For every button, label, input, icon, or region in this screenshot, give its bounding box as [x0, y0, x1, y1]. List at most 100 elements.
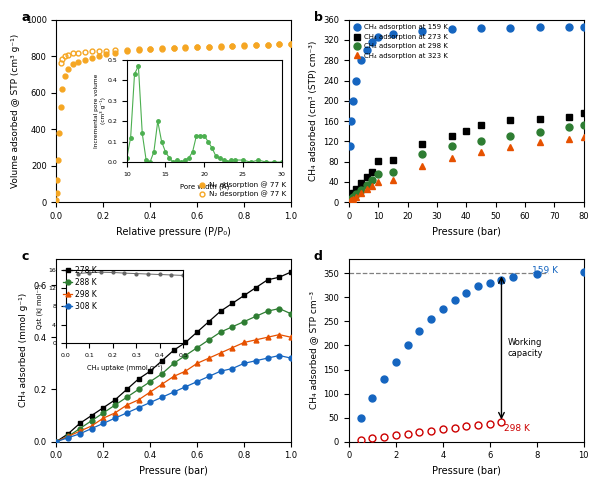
Legend: N₂ adsorption @ 77 K, N₂ desorption @ 77 K: N₂ adsorption @ 77 K, N₂ desorption @ 77… [197, 180, 287, 199]
298 K [65, 433, 72, 439]
278 K [241, 293, 248, 299]
308 K [241, 360, 248, 366]
298 K [194, 360, 201, 366]
N₂ adsorption @ 77 K [252, 42, 259, 48]
Text: Working
capacity: Working capacity [508, 338, 543, 357]
N₂ adsorption @ 77 K [170, 45, 177, 51]
CH₄ adsorption at 273 K [389, 157, 397, 163]
278 K [146, 368, 154, 374]
CH₄ adsorption at 159 K [536, 24, 543, 30]
298 K [182, 368, 189, 374]
278 K [88, 412, 95, 418]
308 K [182, 384, 189, 390]
CH₄ adsorption at 298 K [350, 194, 357, 200]
288 K [229, 324, 236, 330]
288 K [287, 311, 295, 317]
CH₄ adsorption at 159 K [478, 25, 485, 31]
288 K [53, 439, 60, 445]
CH₄ adsorption at 298 K [419, 151, 426, 157]
288 K [217, 329, 224, 335]
X-axis label: Pressure (bar): Pressure (bar) [432, 226, 501, 237]
CH₄ adsorption at 273 K [363, 174, 370, 180]
N₂ adsorption @ 77 K [65, 66, 72, 72]
N₂ desorption @ 77 K [74, 50, 81, 56]
N₂ adsorption @ 77 K [61, 74, 68, 79]
CH₄ adsorption at 273 K [357, 180, 364, 186]
N₂ adsorption @ 77 K [275, 41, 283, 47]
CH₄ adsorption at 159 K [369, 39, 376, 45]
298 K [53, 439, 60, 445]
Text: a: a [21, 11, 29, 23]
288 K [88, 418, 95, 424]
CH₄ adsorption at 323 K [348, 197, 355, 203]
N₂ desorption @ 77 K [205, 44, 212, 50]
CH₄ adsorption at 323 K [448, 155, 455, 161]
CH₄ adsorption at 323 K [353, 194, 360, 200]
278 K [194, 329, 201, 335]
CH₄ adsorption at 298 K [353, 191, 360, 197]
298 K [252, 337, 259, 343]
CH₄ adsorption at 323 K [389, 178, 397, 184]
CH₄ adsorption at 323 K [374, 179, 382, 185]
CH₄ adsorption at 323 K [506, 145, 514, 150]
CH₄ adsorption at 159 K [350, 98, 357, 104]
308 K [158, 394, 166, 400]
CH₄ adsorption at 323 K [478, 149, 485, 154]
CH₄ adsorption at 323 K [363, 186, 370, 192]
Y-axis label: CH₄ adsorbed (mmol g⁻¹): CH₄ adsorbed (mmol g⁻¹) [19, 293, 28, 408]
CH₄ adsorption at 159 K [448, 26, 455, 32]
CH₄ adsorption at 298 K [580, 122, 587, 128]
288 K [264, 308, 271, 314]
Line: 298 K: 298 K [54, 332, 293, 444]
278 K [182, 339, 189, 345]
308 K [194, 379, 201, 385]
N₂ desorption @ 77 K [146, 46, 154, 52]
CH₄ adsorption at 273 K [580, 111, 587, 116]
278 K [264, 277, 271, 283]
298 K [205, 355, 212, 361]
N₂ desorption @ 77 K [69, 51, 76, 56]
288 K [241, 318, 248, 324]
N₂ desorption @ 77 K [59, 56, 66, 62]
CH₄ adsorption at 298 K [478, 138, 485, 144]
298 K [170, 374, 177, 379]
298 K [287, 334, 295, 340]
CH₄ adsorption at 323 K [350, 196, 357, 202]
288 K [100, 410, 107, 416]
N₂ desorption @ 77 K [229, 43, 236, 49]
CH₄ adsorption at 298 K [374, 171, 382, 177]
278 K [287, 269, 295, 275]
CH₄ adsorption at 298 K [357, 187, 364, 192]
CH₄ adsorption at 298 K [536, 130, 543, 135]
N₂ desorption @ 77 K [252, 42, 259, 48]
Line: CH₄ adsorption at 273 K: CH₄ adsorption at 273 K [346, 110, 587, 203]
308 K [205, 374, 212, 379]
CH₄ adsorption at 159 K [389, 31, 397, 37]
N₂ desorption @ 77 K [95, 48, 102, 54]
Legend: CH₄ adsorption at 159 K, CH₄ adsorption at 273 K, CH₄ adsorption at 298 K, CH₄ a: CH₄ adsorption at 159 K, CH₄ adsorption … [352, 23, 449, 60]
N₂ adsorption @ 77 K [53, 190, 61, 196]
298 K [100, 415, 107, 421]
278 K [123, 387, 130, 393]
288 K [194, 345, 201, 351]
N₂ desorption @ 77 K [81, 49, 88, 55]
288 K [182, 353, 189, 358]
CH₄ adsorption at 159 K [357, 57, 364, 63]
CH₄ adsorption at 273 K [346, 197, 353, 203]
CH₄ adsorption at 298 K [506, 133, 514, 139]
288 K [205, 337, 212, 343]
298 K [158, 381, 166, 387]
298 K [76, 428, 83, 434]
N₂ desorption @ 77 K [123, 47, 130, 53]
X-axis label: Pressure (bar): Pressure (bar) [432, 466, 501, 476]
N₂ desorption @ 77 K [102, 48, 109, 54]
278 K [100, 405, 107, 411]
288 K [112, 402, 119, 408]
278 K [170, 347, 177, 353]
N₂ adsorption @ 77 K [158, 46, 166, 52]
298 K [264, 334, 271, 340]
308 K [76, 431, 83, 437]
CH₄ adsorption at 323 K [565, 136, 572, 142]
Legend: 278 K, 288 K, 298 K, 308 K: 278 K, 288 K, 298 K, 308 K [60, 263, 100, 314]
308 K [252, 358, 259, 364]
